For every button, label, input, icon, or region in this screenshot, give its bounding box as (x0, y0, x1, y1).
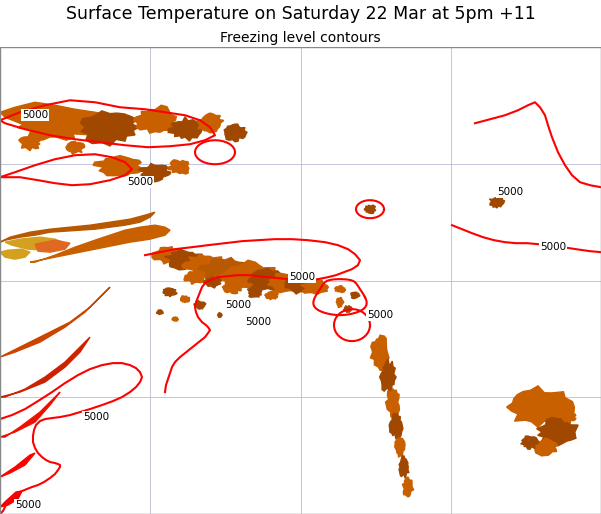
Polygon shape (267, 273, 302, 292)
Polygon shape (181, 296, 190, 303)
Polygon shape (507, 386, 575, 427)
Polygon shape (0, 491, 22, 507)
Polygon shape (168, 160, 189, 174)
Text: 5000: 5000 (225, 300, 251, 310)
Polygon shape (182, 254, 225, 277)
Polygon shape (561, 412, 576, 423)
Polygon shape (0, 212, 155, 242)
Polygon shape (403, 477, 413, 497)
Polygon shape (344, 306, 353, 313)
Text: 5000: 5000 (83, 412, 109, 422)
Polygon shape (165, 250, 206, 270)
Polygon shape (0, 102, 130, 135)
Text: 5000: 5000 (289, 272, 315, 282)
Polygon shape (168, 117, 203, 141)
Polygon shape (194, 301, 206, 309)
Text: 5000: 5000 (245, 317, 271, 327)
Text: 5000: 5000 (127, 177, 153, 187)
Polygon shape (285, 276, 314, 294)
Text: 5000: 5000 (497, 187, 523, 197)
Polygon shape (93, 156, 142, 176)
Polygon shape (156, 310, 163, 315)
Polygon shape (138, 163, 171, 182)
Text: 5000: 5000 (540, 242, 566, 252)
Polygon shape (163, 288, 177, 297)
Polygon shape (184, 270, 206, 284)
Polygon shape (489, 197, 504, 208)
Polygon shape (370, 335, 389, 371)
Polygon shape (197, 113, 224, 133)
Text: 5000: 5000 (22, 110, 48, 120)
Polygon shape (0, 249, 30, 259)
Text: Surface Temperature on Saturday 22 Mar at 5pm +11: Surface Temperature on Saturday 22 Mar a… (66, 5, 535, 23)
Polygon shape (399, 456, 409, 479)
Polygon shape (30, 225, 170, 262)
Polygon shape (334, 286, 346, 292)
Polygon shape (81, 111, 139, 146)
Polygon shape (0, 453, 35, 477)
Polygon shape (219, 260, 279, 289)
Polygon shape (337, 298, 344, 307)
Polygon shape (389, 413, 403, 439)
Polygon shape (199, 258, 251, 280)
Polygon shape (172, 317, 178, 321)
Polygon shape (133, 105, 176, 133)
Polygon shape (395, 438, 405, 457)
Polygon shape (18, 106, 80, 140)
Polygon shape (19, 135, 41, 151)
Text: Freezing level contours: Freezing level contours (220, 31, 381, 45)
Polygon shape (0, 392, 60, 437)
Polygon shape (265, 290, 279, 300)
Polygon shape (531, 438, 558, 456)
Polygon shape (218, 313, 222, 318)
Polygon shape (520, 436, 538, 449)
Text: 5000: 5000 (367, 310, 393, 320)
Polygon shape (0, 337, 90, 397)
Polygon shape (380, 359, 396, 393)
Polygon shape (0, 287, 110, 357)
Polygon shape (300, 279, 328, 294)
Polygon shape (364, 205, 376, 213)
Polygon shape (537, 417, 578, 446)
Polygon shape (35, 240, 70, 252)
Polygon shape (248, 268, 292, 290)
Polygon shape (385, 389, 400, 417)
Text: 5000: 5000 (15, 500, 41, 510)
Polygon shape (66, 141, 85, 154)
Polygon shape (5, 237, 65, 250)
Polygon shape (152, 247, 185, 264)
Polygon shape (224, 124, 247, 142)
Polygon shape (248, 286, 261, 297)
Polygon shape (203, 276, 222, 288)
Polygon shape (222, 280, 243, 293)
Polygon shape (351, 292, 359, 299)
